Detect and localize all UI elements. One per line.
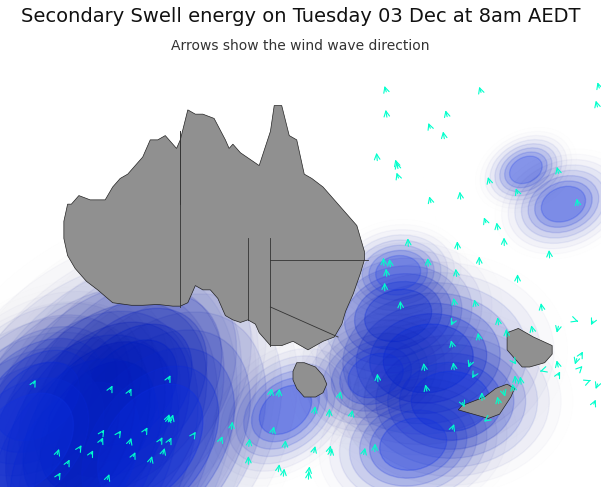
Ellipse shape	[0, 311, 198, 487]
Ellipse shape	[515, 165, 601, 244]
Ellipse shape	[335, 266, 462, 365]
Ellipse shape	[522, 170, 601, 238]
Ellipse shape	[362, 245, 434, 300]
Ellipse shape	[400, 362, 502, 440]
Ellipse shape	[0, 350, 92, 452]
Ellipse shape	[0, 347, 120, 487]
Ellipse shape	[499, 148, 552, 192]
Ellipse shape	[355, 240, 441, 305]
Ellipse shape	[64, 324, 192, 461]
Ellipse shape	[0, 338, 105, 464]
Ellipse shape	[23, 342, 172, 487]
Ellipse shape	[40, 361, 155, 487]
Ellipse shape	[34, 293, 222, 487]
Ellipse shape	[495, 144, 557, 196]
Ellipse shape	[370, 410, 457, 478]
Polygon shape	[459, 384, 514, 418]
Ellipse shape	[388, 353, 514, 450]
Ellipse shape	[369, 250, 427, 295]
Ellipse shape	[260, 385, 311, 434]
Ellipse shape	[82, 366, 219, 487]
Ellipse shape	[340, 347, 412, 405]
Ellipse shape	[0, 393, 73, 487]
Ellipse shape	[34, 312, 266, 487]
Ellipse shape	[510, 156, 542, 184]
Ellipse shape	[4, 261, 251, 487]
Ellipse shape	[228, 356, 343, 464]
Ellipse shape	[376, 344, 526, 458]
Ellipse shape	[411, 371, 490, 431]
Ellipse shape	[251, 378, 320, 442]
Ellipse shape	[78, 340, 177, 446]
Ellipse shape	[323, 333, 428, 418]
Ellipse shape	[329, 282, 527, 434]
Ellipse shape	[0, 335, 178, 487]
Ellipse shape	[356, 303, 500, 413]
Ellipse shape	[348, 353, 403, 398]
Ellipse shape	[50, 330, 251, 487]
Ellipse shape	[49, 308, 207, 477]
Ellipse shape	[383, 324, 473, 393]
Polygon shape	[64, 106, 364, 350]
Ellipse shape	[365, 289, 432, 342]
Ellipse shape	[505, 152, 547, 188]
Ellipse shape	[66, 348, 234, 487]
Text: Secondary Swell energy on Tuesday 03 Dec at 8am AEDT: Secondary Swell energy on Tuesday 03 Dec…	[21, 7, 580, 26]
Text: Arrows show the wind wave direction: Arrows show the wind wave direction	[171, 38, 430, 53]
Ellipse shape	[243, 371, 328, 449]
Polygon shape	[293, 363, 327, 397]
Ellipse shape	[0, 287, 218, 487]
Ellipse shape	[97, 384, 203, 487]
Ellipse shape	[331, 340, 420, 411]
Ellipse shape	[10, 382, 140, 487]
Ellipse shape	[380, 418, 447, 470]
Ellipse shape	[344, 274, 452, 357]
Ellipse shape	[343, 293, 514, 424]
Ellipse shape	[0, 263, 242, 487]
Ellipse shape	[0, 302, 207, 487]
Ellipse shape	[0, 283, 224, 487]
Ellipse shape	[325, 258, 472, 373]
Ellipse shape	[6, 322, 189, 487]
Ellipse shape	[542, 187, 585, 222]
Ellipse shape	[0, 327, 117, 476]
Polygon shape	[507, 328, 552, 367]
Ellipse shape	[535, 181, 592, 227]
Ellipse shape	[0, 358, 159, 487]
Ellipse shape	[490, 140, 562, 200]
Ellipse shape	[355, 281, 442, 350]
Ellipse shape	[370, 314, 487, 403]
Ellipse shape	[340, 387, 487, 487]
Ellipse shape	[0, 362, 79, 441]
Ellipse shape	[350, 394, 477, 487]
Ellipse shape	[0, 332, 135, 487]
Ellipse shape	[376, 256, 421, 290]
Ellipse shape	[19, 277, 237, 487]
Ellipse shape	[0, 378, 89, 487]
Ellipse shape	[0, 363, 104, 487]
Ellipse shape	[0, 315, 130, 487]
Ellipse shape	[236, 363, 335, 456]
Ellipse shape	[528, 176, 599, 233]
Ellipse shape	[349, 235, 448, 311]
Ellipse shape	[364, 335, 537, 468]
Ellipse shape	[315, 326, 436, 425]
Ellipse shape	[359, 402, 467, 486]
